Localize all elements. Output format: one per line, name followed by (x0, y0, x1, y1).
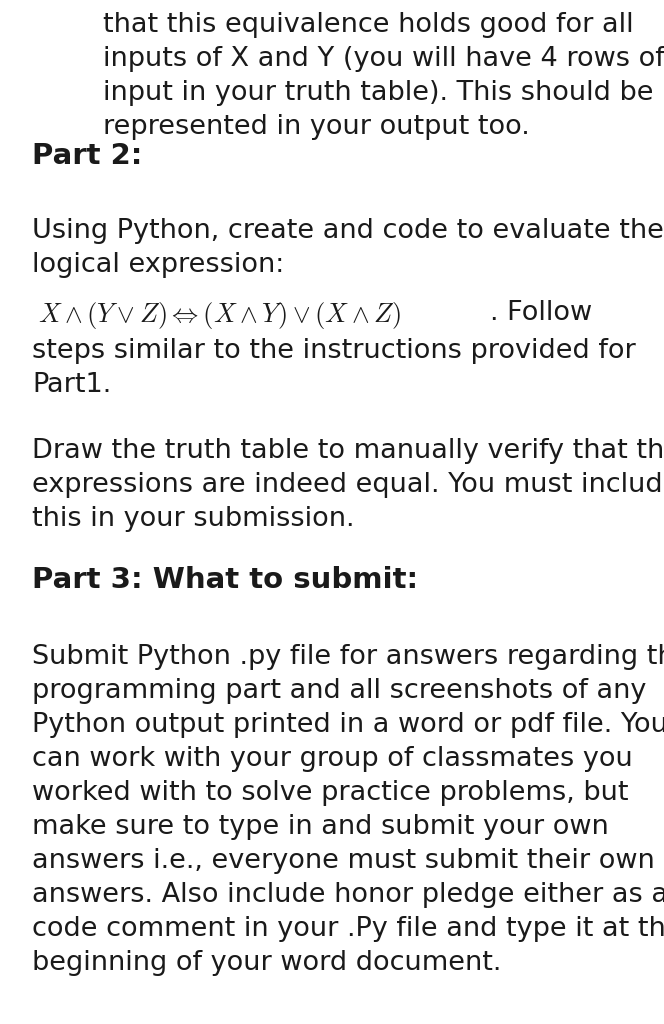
Text: Using Python, create and code to evaluate the: Using Python, create and code to evaluat… (32, 218, 664, 244)
Text: Draw the truth table to manually verify that these: Draw the truth table to manually verify … (32, 438, 664, 464)
Text: . Follow: . Follow (490, 300, 592, 326)
Text: code comment in your .Py file and type it at the: code comment in your .Py file and type i… (32, 916, 664, 942)
Text: inputs of X and Y (you will have 4 rows of: inputs of X and Y (you will have 4 rows … (103, 46, 664, 72)
Text: expressions are indeed equal. You must include: expressions are indeed equal. You must i… (32, 472, 664, 498)
Text: Part 2:: Part 2: (32, 142, 142, 170)
Text: programming part and all screenshots of any: programming part and all screenshots of … (32, 678, 646, 705)
Text: Submit Python .py file for answers regarding the: Submit Python .py file for answers regar… (32, 644, 664, 670)
Text: answers. Also include honor pledge either as a: answers. Also include honor pledge eithe… (32, 882, 664, 908)
Text: represented in your output too.: represented in your output too. (103, 114, 530, 140)
Text: input in your truth table). This should be: input in your truth table). This should … (103, 80, 653, 106)
Text: that this equivalence holds good for all: that this equivalence holds good for all (103, 12, 633, 38)
Text: worked with to solve practice problems, but: worked with to solve practice problems, … (32, 780, 629, 806)
Text: $X \wedge (Y \vee Z) \Leftrightarrow (X \wedge Y) \vee (X \wedge Z)$: $X \wedge (Y \vee Z) \Leftrightarrow (X … (38, 300, 401, 331)
Text: beginning of your word document.: beginning of your word document. (32, 950, 501, 976)
Text: logical expression:: logical expression: (32, 252, 284, 278)
Text: Python output printed in a word or pdf file. You: Python output printed in a word or pdf f… (32, 712, 664, 738)
Text: answers i.e., everyone must submit their own: answers i.e., everyone must submit their… (32, 848, 655, 874)
Text: can work with your group of classmates you: can work with your group of classmates y… (32, 746, 633, 772)
Text: Part1.: Part1. (32, 372, 112, 398)
Text: Part 3: What to submit:: Part 3: What to submit: (32, 566, 418, 594)
Text: this in your submission.: this in your submission. (32, 506, 355, 532)
Text: steps similar to the instructions provided for: steps similar to the instructions provid… (32, 338, 635, 364)
Text: make sure to type in and submit your own: make sure to type in and submit your own (32, 814, 609, 840)
